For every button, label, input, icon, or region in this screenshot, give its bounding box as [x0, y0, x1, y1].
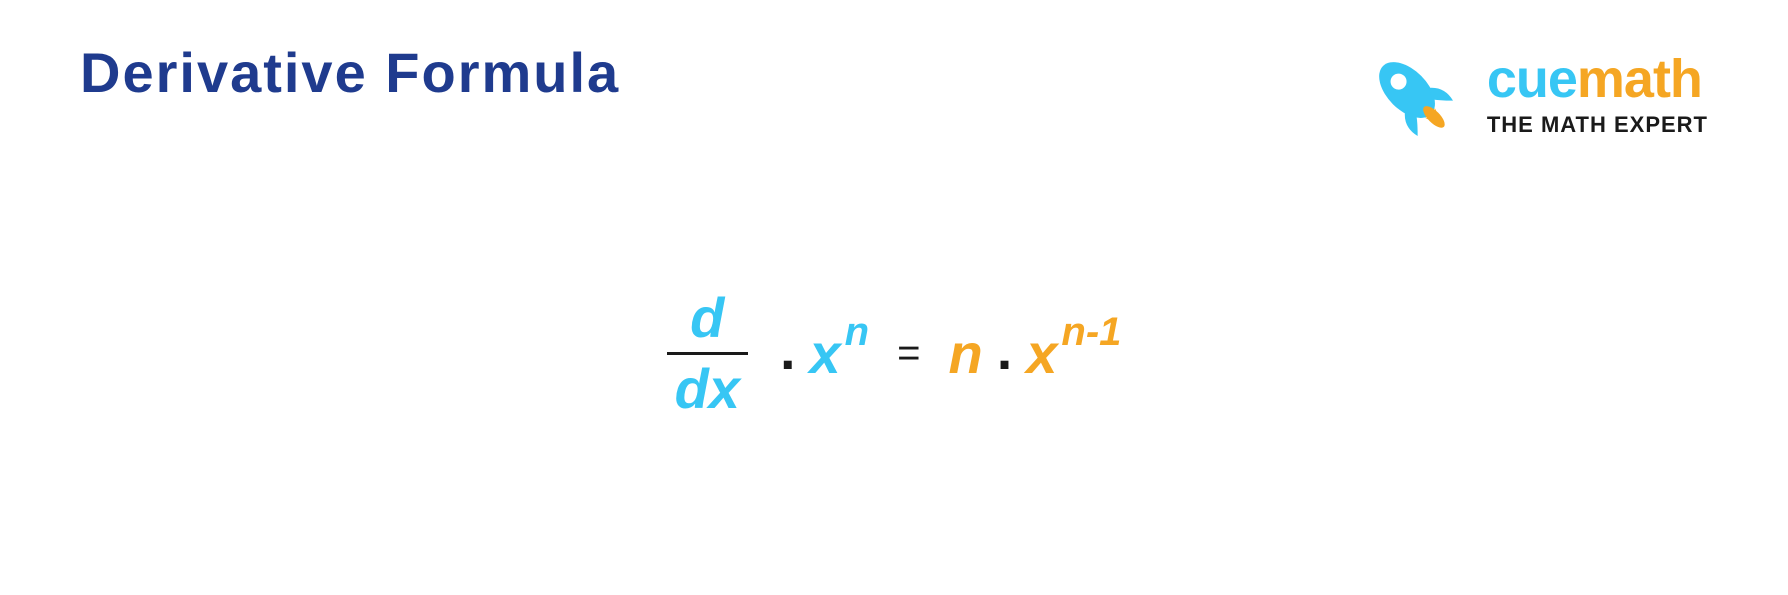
- dot-operator-2: .: [997, 317, 1013, 382]
- fraction-numerator: d: [682, 290, 732, 352]
- lhs-exponent: n: [845, 310, 869, 355]
- rhs-exponent: n-1: [1061, 310, 1121, 355]
- dot-operator-1: .: [780, 317, 796, 382]
- header: Derivative Formula cuemath THE MATH EXPE…: [0, 0, 1788, 150]
- rhs-base: x: [1026, 321, 1057, 386]
- lhs-base: x: [810, 321, 841, 386]
- brand-part-2: math: [1577, 49, 1702, 109]
- fraction-ddx: d dx: [667, 290, 748, 417]
- page-title: Derivative Formula: [80, 40, 620, 105]
- brand-text: cuemath THE MATH EXPERT: [1487, 52, 1708, 138]
- equals-sign: =: [897, 331, 920, 376]
- rocket-icon: [1357, 40, 1467, 150]
- formula-region: d dx . x n = n . x n-1: [0, 290, 1788, 417]
- lhs-term: x n: [810, 321, 870, 386]
- fraction-denominator: dx: [667, 355, 748, 417]
- brand-name: cuemath: [1487, 52, 1708, 106]
- rhs-coefficient: n: [948, 321, 982, 386]
- rhs-term: n . x n-1: [948, 321, 1121, 386]
- brand-part-1: cue: [1487, 49, 1577, 109]
- brand-tagline: THE MATH EXPERT: [1487, 112, 1708, 138]
- brand-logo: cuemath THE MATH EXPERT: [1357, 40, 1708, 150]
- derivative-formula: d dx . x n = n . x n-1: [667, 290, 1122, 417]
